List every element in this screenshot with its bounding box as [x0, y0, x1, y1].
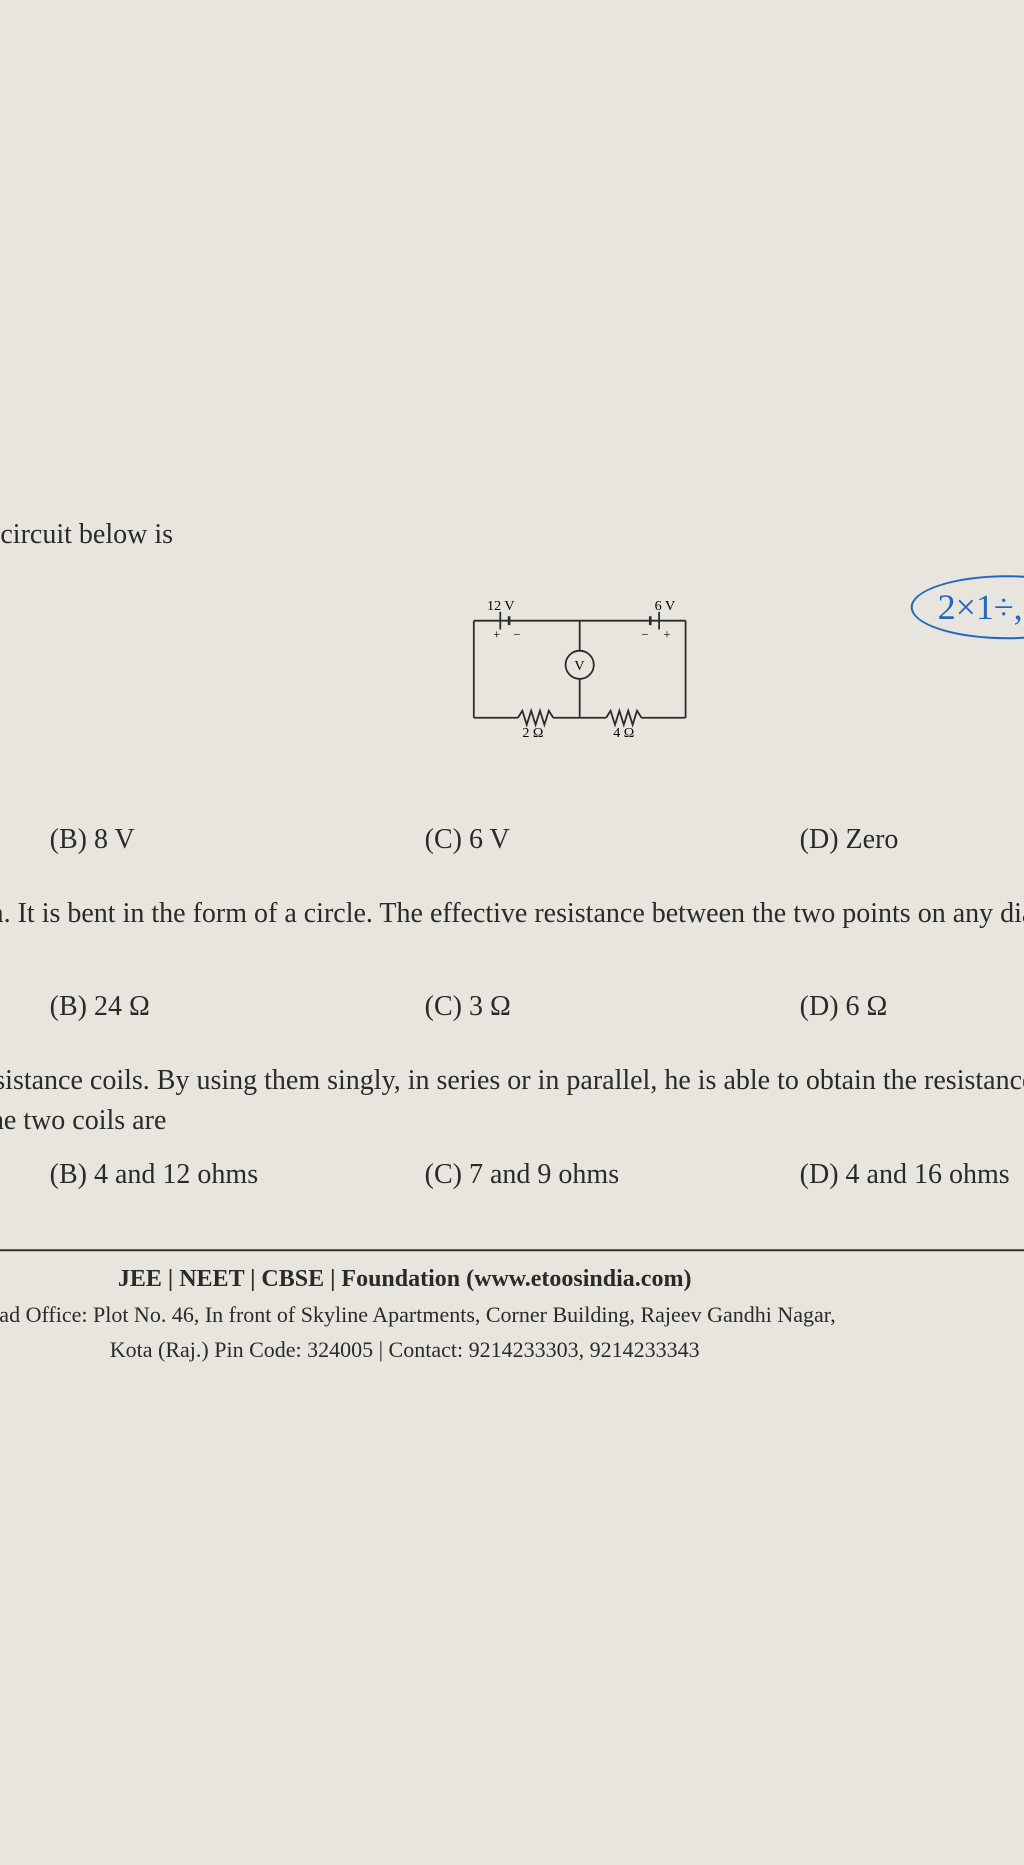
q6-option-d: (D) 4 and 16 ohms — [800, 1155, 1024, 1194]
circuit-svg: 12 V + − 6 V − + V 2 Ω 4 Ω — [430, 594, 730, 744]
q6-option-c: (C) 7 and 9 ohms — [425, 1155, 800, 1194]
svg-text:+: + — [493, 628, 500, 642]
circuit-diagram: 12 V + − 6 V − + V 2 Ω 4 Ω — [0, 574, 1024, 784]
svg-text:−: − — [641, 628, 648, 642]
q5-text: A wire has resistance 12 ohm. It is bent… — [0, 894, 1024, 972]
q4-option-d: (D) Zero — [800, 820, 1024, 859]
q4-option-c: (C) 6 V — [425, 820, 800, 859]
q4-stem-fragment: ideal voltmeter in the circuit below is — [0, 515, 1024, 554]
q5-option-b: (B) 24 Ω — [50, 987, 425, 1026]
footer-line-2: Head Office: Plot No. 46, In front of Sk… — [0, 1301, 1024, 1332]
q6-option-b: (B) 4 and 12 ohms — [50, 1155, 425, 1194]
q6-option-a: (A) 6 and 10 ohms — [0, 1155, 50, 1194]
svg-text:−: − — [514, 628, 521, 642]
q6-text: A technician has only two resistance coi… — [0, 1062, 1024, 1140]
q5-option-d: (D) 6 Ω — [800, 987, 1024, 1026]
svg-text:+: + — [664, 628, 671, 642]
q5-options: (A) 12 Ω (B) 24 Ω (C) 3 Ω (D) 6 Ω — [0, 977, 1024, 1051]
battery-12v-label: 12 V — [487, 598, 515, 614]
q5-option-a: (A) 12 Ω — [0, 987, 50, 1026]
resistor-4ohm-label: 4 Ω — [613, 725, 634, 741]
q6-options: (A) 6 and 10 ohms (B) 4 and 12 ohms (C) … — [0, 1145, 1024, 1219]
q6: 6. A technician has only two resistance … — [0, 1052, 1024, 1145]
exam-page: ideal voltmeter in the circuit below is … — [0, 515, 1024, 1366]
q5-option-c: (C) 3 Ω — [425, 987, 800, 1026]
q4-option-a: (A) 10 V — [0, 820, 50, 859]
footer-line-1: JEE | NEET | CBSE | Foundation (www.etoo… — [0, 1249, 1024, 1297]
voltmeter-label: V — [574, 658, 585, 674]
battery-6v-label: 6 V — [655, 598, 676, 614]
resistor-2ohm-label: 2 Ω — [522, 725, 543, 741]
q4-options: (A) 10 V (B) 8 V (C) 6 V (D) Zero — [0, 810, 1024, 884]
q5: 5. A wire has resistance 12 ohm. It is b… — [0, 884, 1024, 977]
q4-option-b: (B) 8 V — [50, 820, 425, 859]
footer-line-3: Kota (Raj.) Pin Code: 324005 | Contact: … — [0, 1336, 1024, 1367]
